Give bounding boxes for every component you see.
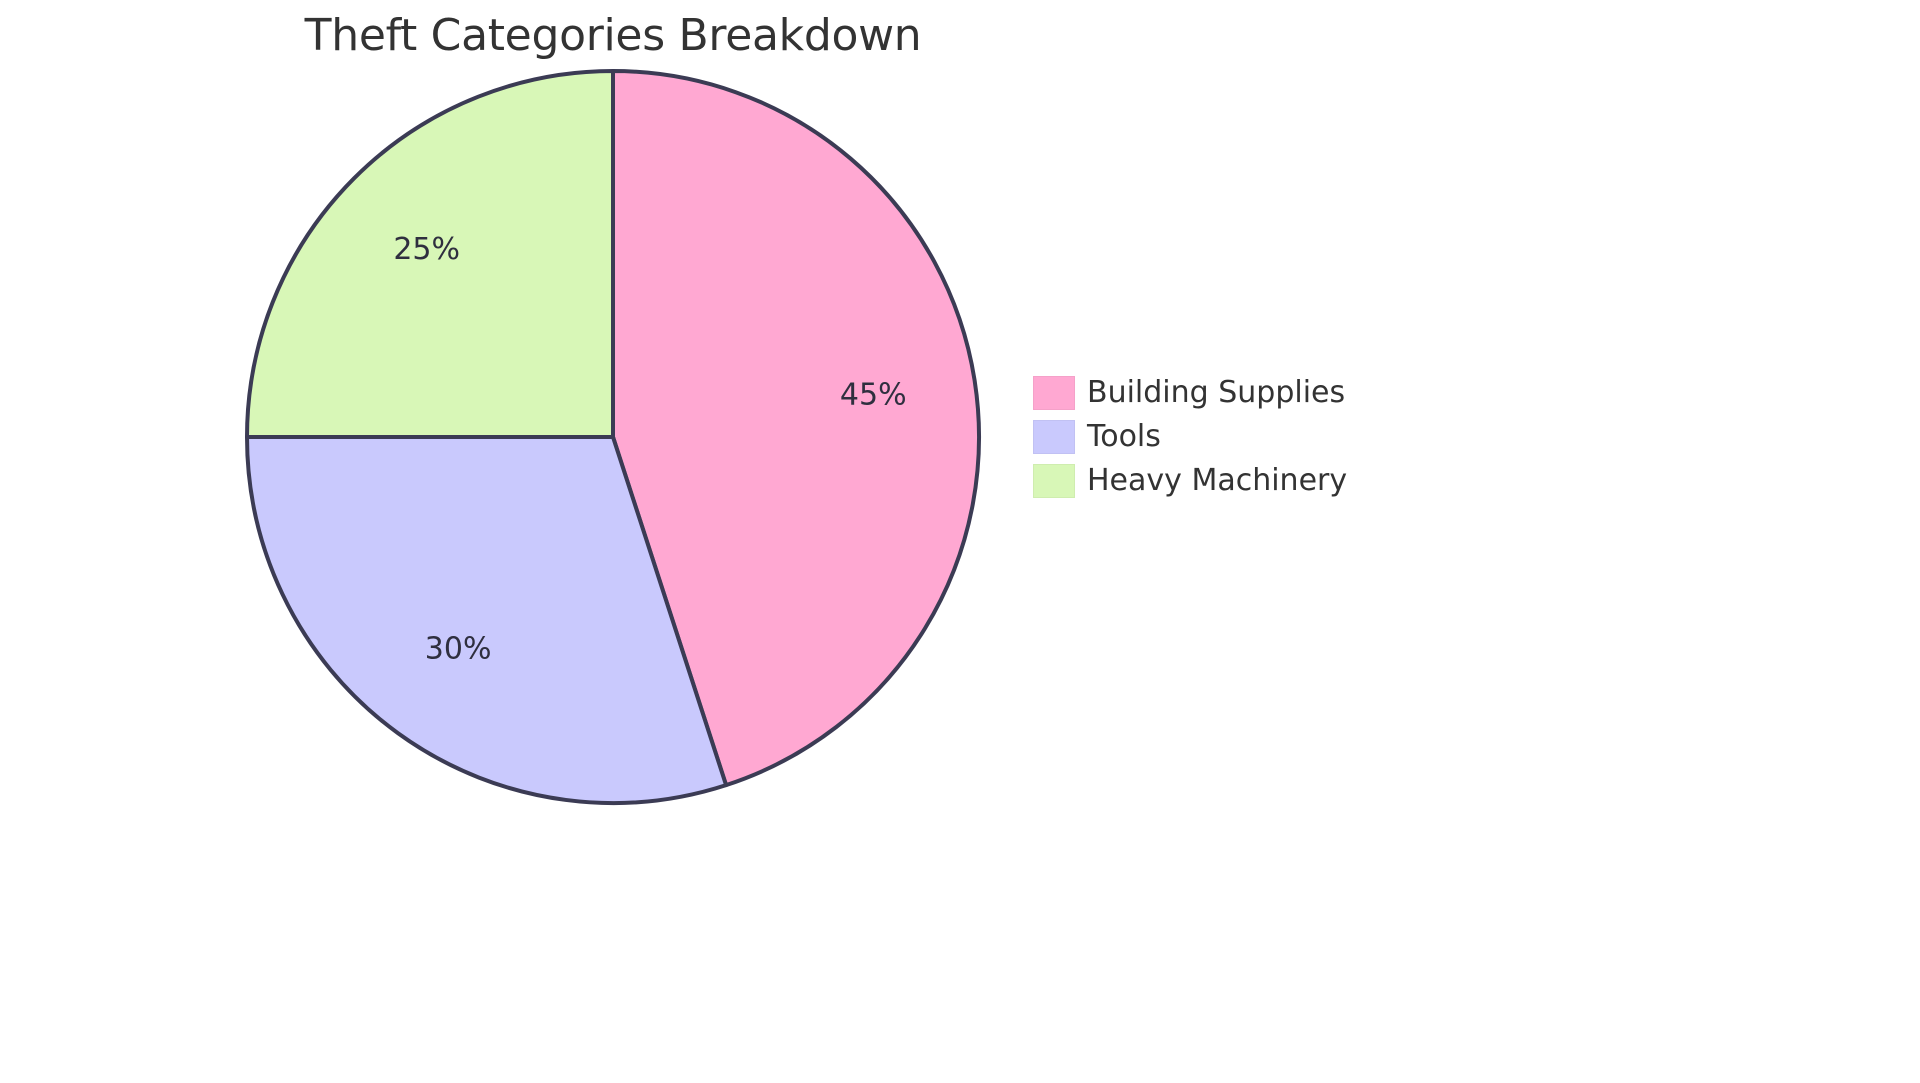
pie-slice-labels: 45% 30% 25% bbox=[393, 232, 906, 667]
legend-item-tools[interactable]: Tools bbox=[1033, 415, 1453, 459]
legend-item-heavy-machinery[interactable]: Heavy Machinery bbox=[1033, 459, 1453, 503]
legend-swatch-icon bbox=[1033, 376, 1075, 410]
slice-value-label-building-supplies: 45% bbox=[840, 377, 907, 412]
pie-slice-tools[interactable] bbox=[245, 435, 729, 805]
pie-plot-area: 45% 30% 25% bbox=[245, 69, 982, 805]
legend-item-label: Heavy Machinery bbox=[1087, 463, 1348, 498]
legend-item-label: Building Supplies bbox=[1087, 375, 1346, 410]
chart-legend: Building Supplies Tools Heavy Machinery bbox=[1033, 371, 1453, 503]
slice-value-label-tools: 30% bbox=[425, 632, 492, 667]
legend-swatch-icon bbox=[1033, 420, 1075, 454]
pie-svg: 45% 30% 25% bbox=[245, 69, 982, 805]
legend-swatch-icon bbox=[1033, 464, 1075, 498]
legend-item-building-supplies[interactable]: Building Supplies bbox=[1033, 371, 1453, 415]
pie-slice-building-supplies[interactable] bbox=[611, 69, 982, 788]
slice-value-label-heavy-machinery: 25% bbox=[393, 232, 460, 267]
chart-title: Theft Categories Breakdown bbox=[304, 10, 922, 61]
pie-slices bbox=[245, 69, 982, 805]
pie-slice-heavy-machinery[interactable] bbox=[245, 69, 615, 439]
legend-item-label: Tools bbox=[1087, 419, 1161, 454]
